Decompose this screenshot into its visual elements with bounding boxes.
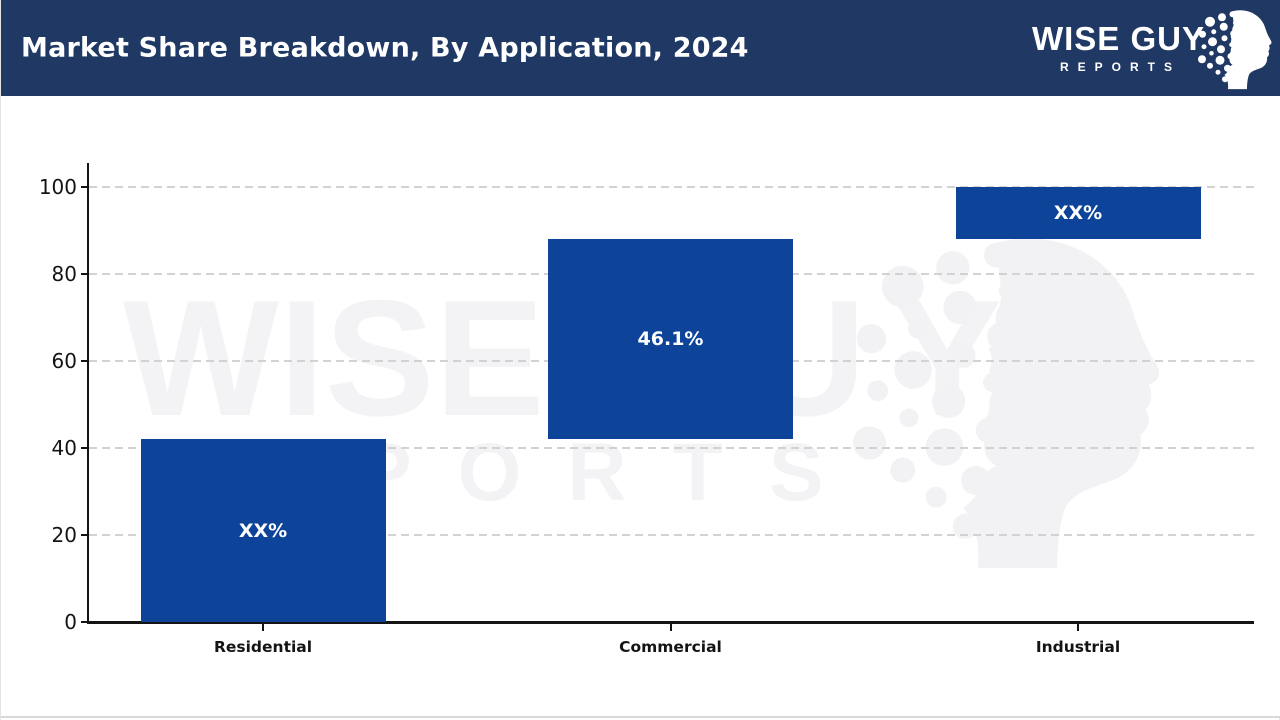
y-tick [81, 360, 89, 362]
brand-name: WISE GUY [1031, 20, 1205, 57]
brand-subname: REPORTS [1059, 60, 1181, 74]
x-axis-label: Commercial [619, 638, 722, 656]
x-axis-label: Residential [213, 638, 313, 656]
y-gridline [89, 534, 1254, 536]
y-gridline [89, 447, 1254, 449]
y-tick-label: 100 [38, 175, 77, 199]
bar-value-label: 46.1% [637, 328, 704, 351]
y-tick-label: 80 [51, 262, 77, 286]
bottom-border [1, 716, 1280, 718]
y-axis-spine [87, 163, 89, 624]
y-tick-label: 20 [51, 523, 77, 547]
x-tick [1077, 624, 1079, 631]
x-tick [669, 624, 672, 631]
brand-face-icon [1195, 6, 1275, 90]
y-tick-label: 60 [51, 349, 77, 373]
brand-logo: WISE GUY REPORTS [1032, 4, 1275, 92]
y-tick [81, 186, 89, 188]
plot: 0 20 40 60 80 100 XX% Residential 46.1% Commercia… [1, 96, 1280, 718]
y-tick-label: 0 [64, 610, 77, 634]
x-axis-line [87, 621, 1254, 624]
x-tick [262, 624, 264, 631]
bar-commercial: 46.1% [548, 238, 793, 440]
bar-industrial: XX% [955, 187, 1201, 239]
bar-value-label: XX% [238, 519, 288, 542]
brand-logo-text: WISE GUY REPORTS [1032, 22, 1205, 74]
x-axis-label: Industrial [1035, 638, 1121, 656]
y-tick-label: 40 [51, 436, 77, 460]
y-gridline [89, 186, 1254, 188]
bar-residential: XX% [140, 439, 386, 622]
bar-value-label: XX% [1053, 201, 1103, 224]
y-tick [81, 621, 89, 623]
header-bar: Market Share Breakdown, By Application, … [1, 0, 1280, 96]
y-tick [81, 534, 89, 536]
y-tick [81, 447, 89, 449]
y-tick [81, 273, 89, 275]
chart-area: WISE GUY REPORTS 0 20 40 60 80 100 XX% Residenti… [1, 96, 1280, 718]
page-title: Market Share Breakdown, By Application, … [21, 32, 749, 64]
